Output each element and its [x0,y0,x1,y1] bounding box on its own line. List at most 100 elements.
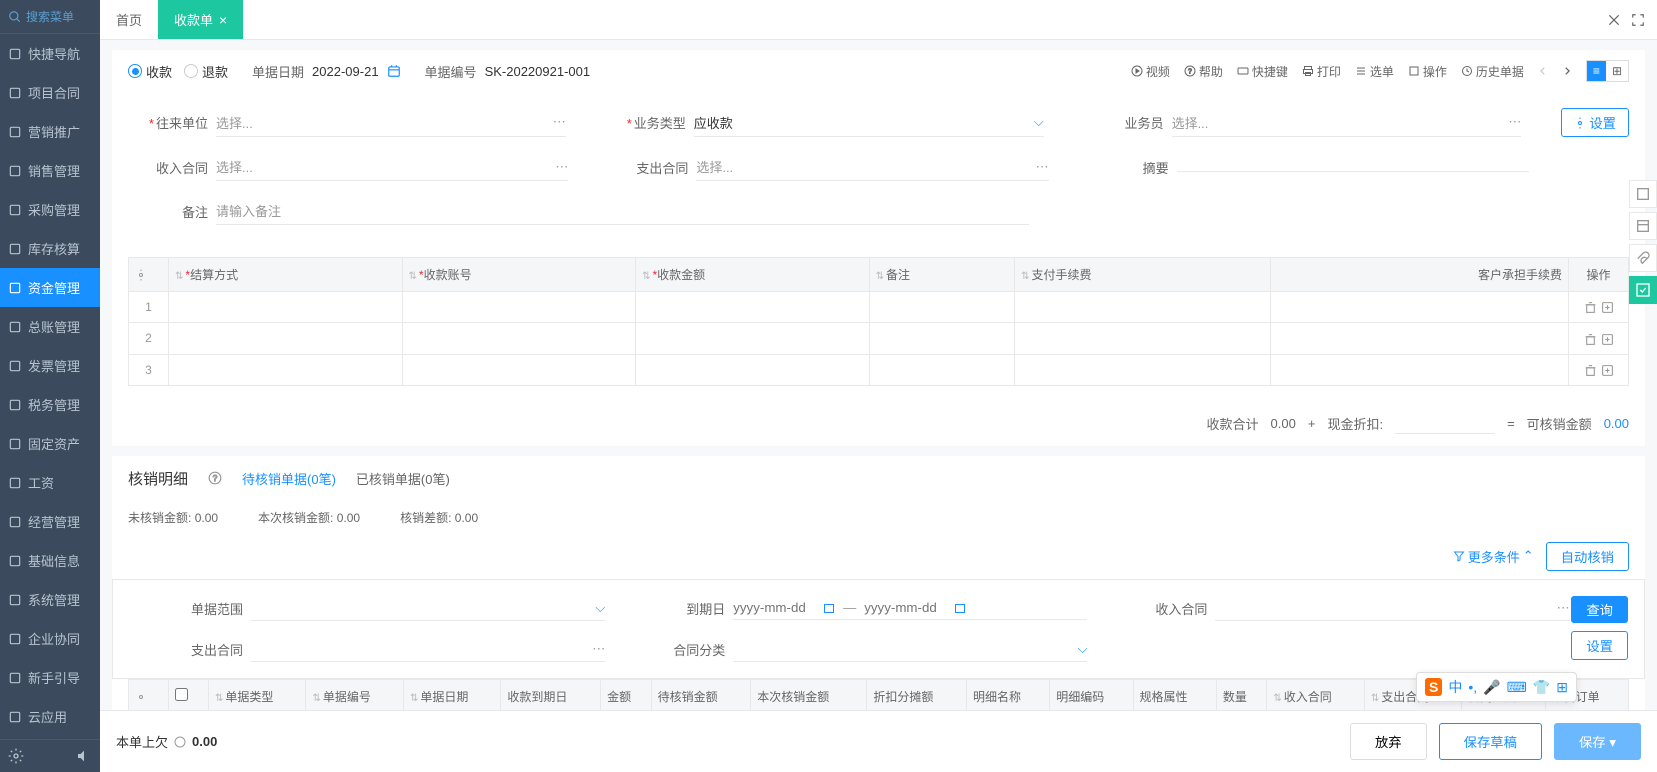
detail-col-6[interactable]: 本次核销金额 [751,679,867,713]
auto-writeoff-button[interactable]: 自动核销 [1546,542,1629,571]
detail-col-7[interactable]: 折扣分摊额 [867,679,967,713]
pay-col-5[interactable]: 客户承担手续费 [1271,258,1569,292]
detail-tab-pending[interactable]: 待核销单据(0笔) [242,469,336,488]
sidebar-item-10[interactable]: 固定资产 [0,424,100,463]
ime-grid-icon[interactable]: ⊞ [1556,679,1568,696]
radio-refund[interactable]: 退款 [184,62,228,81]
sidebar-item-17[interactable]: 云应用 [0,697,100,736]
add-icon[interactable] [1601,364,1614,377]
select-all-checkbox[interactable] [175,688,188,701]
sidebar-item-11[interactable]: 工资 [0,463,100,502]
range-select[interactable]: ⌵ [251,596,605,621]
detail-col-3[interactable]: 收款到期日 [501,679,601,713]
action-shortcut[interactable]: 快捷键 [1237,63,1288,80]
view-list-btn[interactable]: ≡ [1587,61,1606,81]
sidebar-item-0[interactable]: 快捷导航 [0,34,100,73]
detail-tab-done[interactable]: 已核销单据(0笔) [356,469,450,488]
remark-input[interactable]: 请输入备注 [216,197,1029,225]
tab-close-icon[interactable]: × [219,12,227,28]
sidebar-search[interactable]: 搜索菜单 [0,0,100,34]
view-grid-btn[interactable]: ⊞ [1606,61,1628,81]
settings-icon[interactable] [8,748,24,764]
detail-col-1[interactable]: ⇅单据编号 [306,679,403,713]
delete-icon[interactable] [1584,333,1597,346]
sidebar-item-9[interactable]: 税务管理 [0,385,100,424]
next-icon[interactable] [1562,66,1572,76]
action-print[interactable]: 打印 [1302,63,1341,80]
tab-receipt[interactable]: 收款单 × [158,0,243,39]
pay-col-1[interactable]: ⇅*收款账号 [402,258,636,292]
table-row[interactable]: 1 [129,292,1629,323]
detail-col-9[interactable]: 明细编码 [1050,679,1133,713]
due-to-input[interactable] [864,600,954,615]
form-setting-button[interactable]: 设置 [1561,108,1629,137]
fullscreen-icon[interactable] [1631,13,1645,27]
detail-col-4[interactable]: 金额 [601,679,652,713]
more-filter-link[interactable]: 更多条件 ⌃ [1453,547,1534,566]
sidebar-item-15[interactable]: 企业协同 [0,619,100,658]
pay-col-6[interactable]: 操作 [1569,258,1629,292]
pay-col-2[interactable]: ⇅*收款金额 [636,258,870,292]
volume-icon[interactable] [76,748,92,764]
save-button[interactable]: 保存 ▾ [1554,723,1641,760]
toolbar-btn-1[interactable] [1629,180,1657,208]
detail-col-2[interactable]: ⇅单据日期 [403,679,500,713]
calendar-icon[interactable] [823,602,835,614]
save-draft-button[interactable]: 保存草稿 [1439,723,1542,760]
expense-contract-input[interactable]: 选择...⋯ [696,153,1048,181]
ime-icon-1[interactable]: •, [1468,679,1477,695]
close-icon[interactable] [1607,13,1621,27]
delete-icon[interactable] [1584,301,1597,314]
abandon-button[interactable]: 放弃 [1350,723,1427,760]
info-icon[interactable] [174,736,186,748]
gear-header[interactable] [129,258,169,292]
biztype-select[interactable]: 应收款⌵ [694,109,1044,137]
sidebar-item-12[interactable]: 经营管理 [0,502,100,541]
add-icon[interactable] [1601,333,1614,346]
due-from-input[interactable] [733,600,823,615]
operator-input[interactable]: 选择...⋯ [1172,109,1522,137]
ime-skin-icon[interactable]: 👕 [1533,679,1550,696]
add-icon[interactable] [1601,301,1614,314]
detail-col-5[interactable]: 待核销金额 [651,679,751,713]
sidebar-item-4[interactable]: 采购管理 [0,190,100,229]
ime-keyboard-icon[interactable]: ⌨ [1507,679,1527,696]
calendar-icon[interactable] [387,64,401,78]
detail-col-0[interactable]: ⇅单据类型 [209,679,306,713]
filter-setting-button[interactable]: 设置 [1571,631,1628,660]
pay-col-0[interactable]: ⇅*结算方式 [169,258,403,292]
table-row[interactable]: 3 [129,354,1629,385]
ime-toolbar[interactable]: S 中 •, 🎤 ⌨ 👕 ⊞ [1416,672,1577,702]
pay-col-4[interactable]: ⇅支付手续费 [1015,258,1271,292]
sidebar-item-1[interactable]: 项目合同 [0,73,100,112]
tab-home[interactable]: 首页 [100,0,158,39]
toolbar-btn-2[interactable] [1629,212,1657,240]
toolbar-btn-4[interactable] [1629,276,1657,304]
sidebar-item-8[interactable]: 发票管理 [0,346,100,385]
sidebar-item-13[interactable]: 基础信息 [0,541,100,580]
gear-header[interactable] [129,679,169,713]
sidebar-item-6[interactable]: 资金管理 [0,268,100,307]
action-help[interactable]: ?帮助 [1184,63,1223,80]
pay-col-3[interactable]: ⇅备注 [869,258,1015,292]
detail-col-10[interactable]: 规格属性 [1133,679,1216,713]
action-select[interactable]: 选单 [1355,63,1394,80]
action-video[interactable]: 视频 [1131,63,1170,80]
discount-input[interactable] [1395,414,1495,434]
detail-col-8[interactable]: 明细名称 [966,679,1049,713]
contract-type-select[interactable]: ⌵ [733,637,1087,662]
ime-lang[interactable]: 中 [1448,677,1462,697]
checkbox-header[interactable] [169,679,209,713]
detail-col-11[interactable]: 数量 [1216,679,1267,713]
action-history[interactable]: 历史单据 [1461,63,1524,80]
ime-mic-icon[interactable]: 🎤 [1483,679,1500,696]
sidebar-item-5[interactable]: 库存核算 [0,229,100,268]
detail-col-12[interactable]: ⇅收入合同 [1267,679,1364,713]
filter-expense-input[interactable]: ⋯ [251,637,605,662]
delete-icon[interactable] [1584,364,1597,377]
radio-receive[interactable]: 收款 [128,62,172,81]
prev-icon[interactable] [1538,66,1548,76]
party-input[interactable]: 选择...⋯ [216,109,566,137]
sidebar-item-2[interactable]: 营销推广 [0,112,100,151]
sidebar-item-16[interactable]: 新手引导 [0,658,100,697]
